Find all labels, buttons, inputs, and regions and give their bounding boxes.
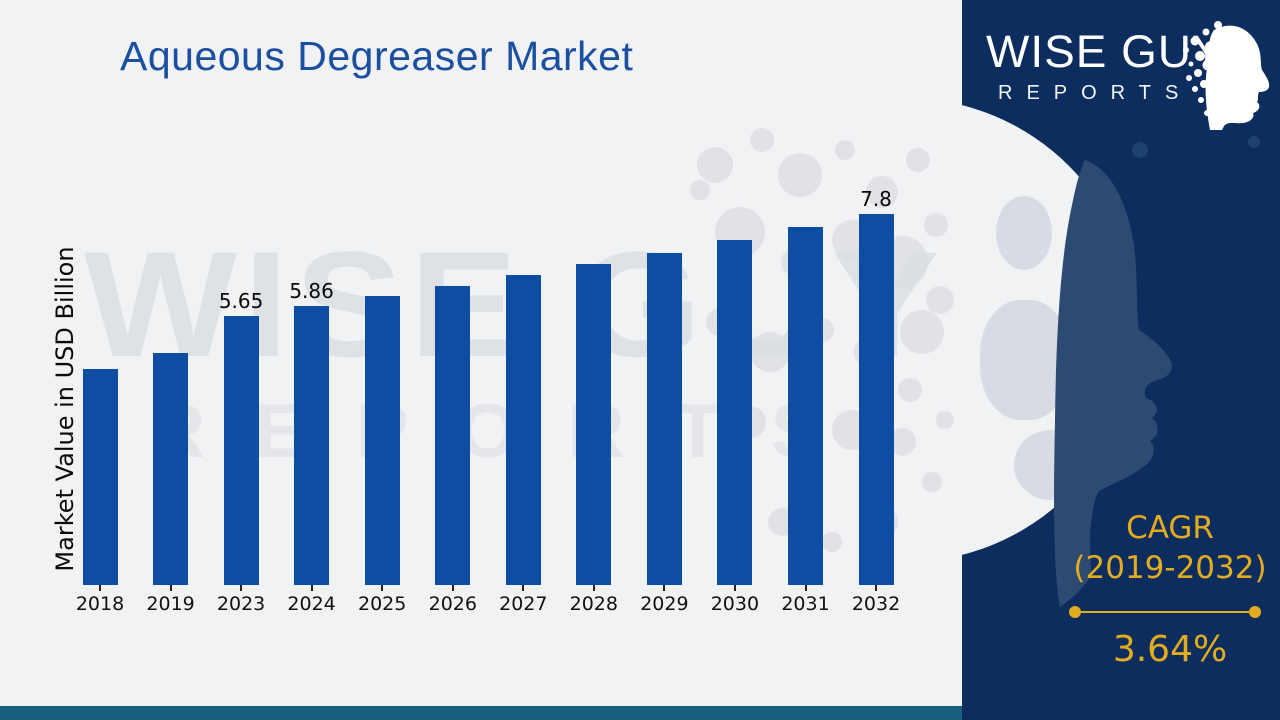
- bar-2024: [294, 306, 330, 585]
- x-tick-label: 2025: [358, 593, 407, 615]
- background-dot: [750, 128, 774, 152]
- cagr-value: 3.64%: [1112, 629, 1228, 670]
- background-dot: [898, 378, 922, 402]
- x-tick: [804, 585, 807, 591]
- bar-2025: [364, 296, 400, 585]
- background-dot: [936, 411, 954, 429]
- logo-face-icon: [1183, 21, 1270, 130]
- bottom-accent-strip: [0, 706, 1280, 720]
- head-silhouette: [1054, 160, 1173, 607]
- panel-dot: [1248, 136, 1260, 148]
- x-tick: [381, 585, 384, 591]
- brand-name: WISE GUY: [986, 26, 1224, 77]
- cagr-divider-line: [1069, 606, 1261, 618]
- background-dot: [822, 532, 842, 552]
- background-dot: [690, 180, 710, 200]
- x-tick: [733, 585, 736, 591]
- x-tick-label: 2019: [146, 593, 195, 615]
- x-tick: [169, 585, 172, 591]
- x-tick: [663, 585, 666, 591]
- background-dot: [866, 176, 898, 208]
- x-tick: [310, 585, 313, 591]
- line-end-dot: [1069, 606, 1081, 618]
- x-tick: [240, 585, 243, 591]
- background-dot: [922, 472, 942, 492]
- bar-2029: [646, 253, 682, 585]
- cagr-range: (2019-2032): [1073, 550, 1267, 586]
- background-dot: [924, 213, 948, 237]
- x-tick-label: 2018: [75, 593, 125, 615]
- chart-title: Aqueous Degreaser Market: [120, 33, 634, 79]
- x-tick-label: 2027: [499, 593, 548, 615]
- background-dot: [900, 310, 944, 354]
- x-tick: [875, 585, 877, 591]
- brand-subname: REPORTS: [998, 82, 1193, 104]
- line-end-dot: [1249, 606, 1261, 618]
- x-tick: [99, 585, 101, 591]
- brand-panel: WISE GUY REPORTS CAGR (2019-2032): [962, 0, 1280, 720]
- x-tick-label: 2024: [287, 593, 336, 615]
- bar-2018: [82, 369, 118, 585]
- background-dot: [926, 286, 954, 314]
- x-tick-label: 2029: [640, 593, 689, 615]
- panel-texture-blob: [996, 196, 1052, 270]
- bar-value-label: 5.86: [289, 279, 334, 303]
- background-dot: [750, 332, 790, 372]
- bar-2030: [717, 240, 753, 585]
- background-watermark-line2: REPORTS: [148, 388, 872, 475]
- x-tick-label: 2030: [710, 593, 760, 615]
- panel-dot: [1132, 142, 1148, 158]
- panel-texture-blob: [980, 300, 1070, 420]
- x-tick: [522, 585, 525, 591]
- x-tick-label: 2023: [216, 593, 266, 615]
- background-dot: [835, 140, 855, 160]
- x-tick-label: 2028: [569, 593, 618, 615]
- background-dot: [906, 148, 930, 172]
- x-tick-label: 2031: [781, 593, 830, 615]
- background-dot: [778, 153, 822, 197]
- bar-2019: [153, 353, 189, 585]
- x-tick: [451, 585, 454, 591]
- background-dot: [697, 147, 733, 183]
- bar-2026: [435, 286, 471, 585]
- bar-value-label: 7.8: [860, 187, 892, 211]
- bar-value-label: 5.65: [218, 289, 264, 313]
- bar-2032: [858, 214, 894, 585]
- bar-2031: [788, 227, 823, 585]
- x-tick-label: 2026: [428, 593, 477, 615]
- bar-2023: [223, 316, 259, 585]
- x-tick-label: 2032: [851, 593, 901, 615]
- cagr-label: CAGR: [1126, 510, 1214, 546]
- x-tick: [592, 585, 595, 591]
- bar-2028: [576, 264, 612, 585]
- bar-2027: [505, 275, 541, 585]
- cagr-block: CAGR (2019-2032): [1040, 508, 1280, 588]
